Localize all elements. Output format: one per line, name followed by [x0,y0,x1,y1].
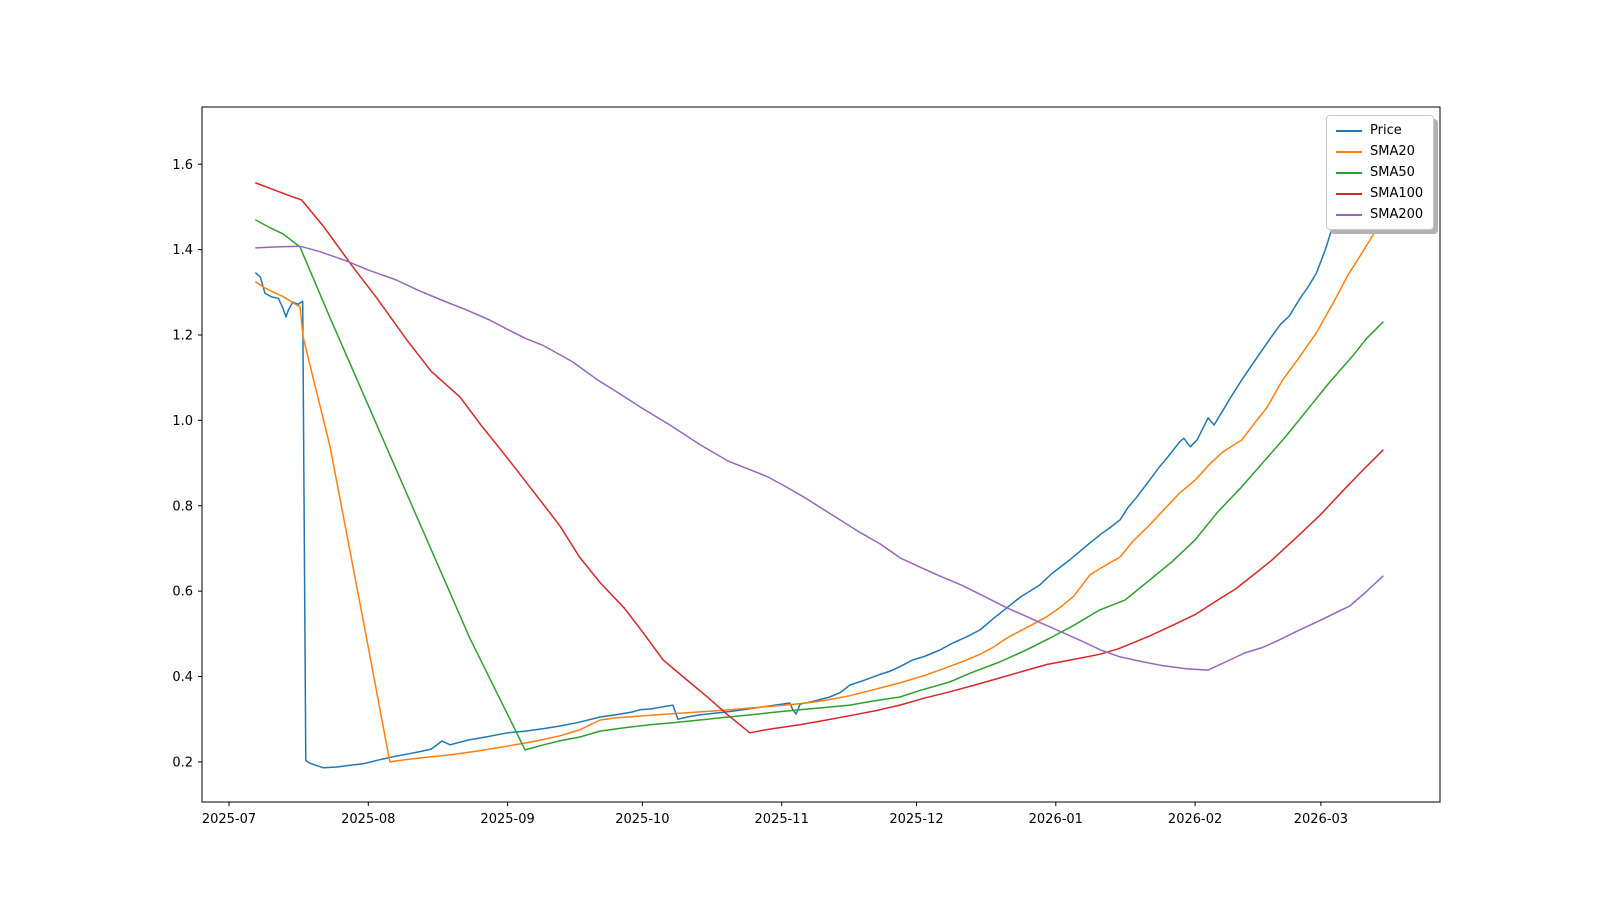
y-tick-label: 1.0 [172,414,193,429]
legend: Price SMA20 SMA50 SMA100 SMA200 [1326,115,1435,230]
x-tick-label: 2025-09 [480,812,534,827]
x-tick-label: 2025-10 [615,812,669,827]
legend-label: SMA100 [1370,186,1424,201]
y-tick-label: 0.2 [172,755,193,770]
legend-line-sample-sma200 [1336,213,1362,216]
legend-entry-sma20: SMA20 [1336,143,1423,160]
plot-border [201,106,1441,803]
x-tick-label: 2026-01 [1029,812,1083,827]
x-tick-label: 2025-12 [889,812,943,827]
x-tick-label: 2025-11 [755,812,809,827]
legend-label: SMA20 [1370,144,1415,159]
x-tick-label: 2025-08 [341,812,395,827]
legend-entry-sma100: SMA100 [1336,185,1423,202]
y-tick-label: 1.4 [172,243,193,258]
y-tick-label: 1.6 [172,158,193,173]
legend-entry-sma50: SMA50 [1336,164,1423,181]
x-tick-label: 2026-03 [1294,812,1348,827]
series-line-price [255,139,1384,769]
x-tick-label: 2025-07 [202,812,256,827]
legend-entry-price: Price [1336,122,1423,139]
series-line-sma50 [255,219,1384,751]
legend-line-sample-sma20 [1336,150,1362,153]
y-tick-label: 1.2 [172,329,193,344]
y-tick-label: 0.4 [172,670,193,685]
legend-line-sample-sma100 [1336,192,1362,195]
series-line-sma100 [255,182,1384,734]
series-line-sma20 [255,218,1384,763]
y-tick-label: 0.6 [172,585,193,600]
series-line-sma200 [255,245,1384,671]
series-group [255,139,1384,769]
legend-entry-sma200: SMA200 [1336,206,1423,223]
legend-line-sample-price [1336,129,1362,132]
x-axis-ticks: 2025-07 2025-08 2025-09 2025-10 2025-11 2025-… [202,802,1348,827]
y-axis-ticks: 0.2 0.4 0.6 0.8 1.0 1.2 1.4 1.6 [172,158,202,770]
x-tick-label: 2026-02 [1168,812,1222,827]
legend-label: SMA50 [1370,165,1415,180]
legend-label: SMA200 [1370,207,1424,222]
y-tick-label: 0.8 [172,499,193,514]
legend-label: Price [1370,123,1402,138]
legend-line-sample-sma50 [1336,171,1362,174]
